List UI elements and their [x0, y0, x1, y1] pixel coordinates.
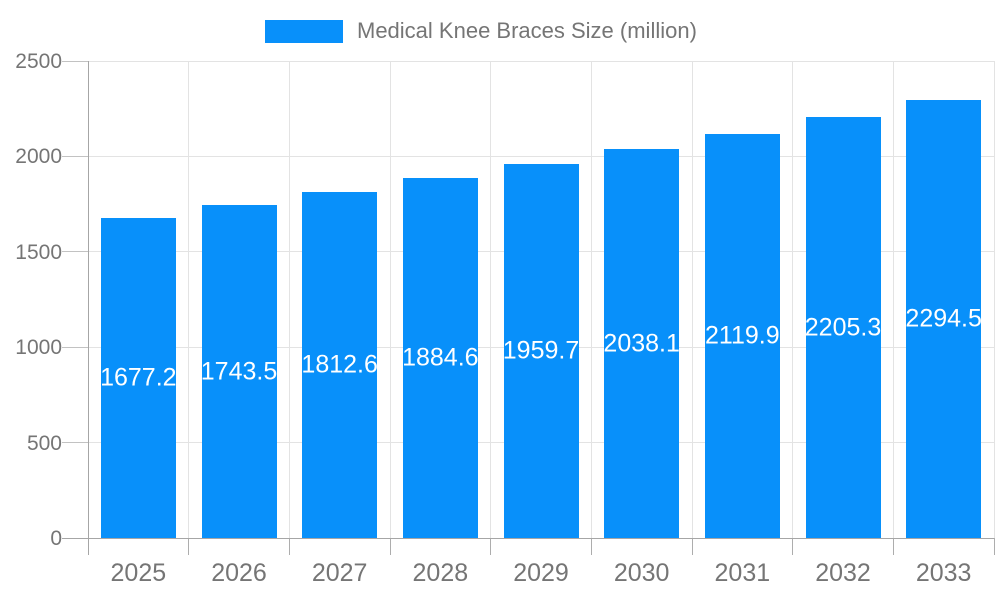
bar-value-label: 2205.3	[804, 313, 882, 342]
x-axis-tick-label: 2031	[714, 559, 771, 587]
v-gridline	[792, 61, 794, 538]
bar-value-label: 1884.6	[402, 343, 479, 372]
v-gridline	[993, 61, 995, 538]
y-axis-tick-label: 500	[26, 431, 62, 455]
legend[interactable]: Medical Knee Braces Size (million)	[265, 18, 697, 44]
legend-swatch-icon	[265, 19, 343, 43]
y-axis-tick-label: 2000	[15, 145, 62, 169]
v-gridline	[691, 61, 693, 538]
v-gridline	[490, 61, 492, 538]
y-axis-tick-label: 1500	[15, 240, 62, 264]
y-axis-line	[87, 61, 89, 555]
y-tick-mark	[62, 442, 88, 444]
bar	[503, 164, 579, 538]
x-axis-tick-mark	[389, 538, 391, 555]
x-axis-tick-label: 2026	[211, 559, 267, 587]
x-axis-tick-mark	[892, 538, 894, 555]
x-axis-tick-label: 2028	[412, 559, 469, 587]
x-axis-tick-mark	[490, 538, 492, 555]
v-gridline	[288, 61, 290, 538]
x-axis-tick-label: 2027	[311, 559, 368, 587]
x-axis-tick-label: 2033	[915, 559, 972, 587]
y-tick-mark	[62, 346, 88, 348]
bar	[805, 117, 881, 538]
legend-label: Medical Knee Braces Size (million)	[357, 18, 697, 43]
x-axis-tick-label: 2029	[513, 559, 569, 587]
y-axis-tick-label: 1000	[15, 336, 62, 360]
x-axis-tick-mark	[590, 538, 592, 555]
x-axis-tick-mark	[993, 538, 995, 555]
h-gridline	[88, 155, 994, 157]
bar-value-label: 1743.5	[200, 357, 278, 386]
y-axis-tick-label: 2500	[15, 50, 62, 73]
bar-value-label: 2119.9	[705, 321, 780, 350]
x-axis-line	[62, 537, 994, 539]
x-axis-tick-label: 2032	[815, 559, 871, 587]
h-gridline	[88, 60, 994, 62]
x-axis-tick-label: 2030	[613, 559, 670, 587]
y-tick-mark	[62, 60, 88, 62]
v-gridline	[188, 61, 190, 538]
y-tick-mark	[62, 251, 88, 253]
bar	[906, 100, 982, 538]
bar	[302, 192, 378, 538]
v-gridline	[892, 61, 894, 538]
v-gridline	[590, 61, 592, 538]
v-gridline	[389, 61, 391, 538]
bar	[704, 133, 780, 538]
bar-value-label: 2294.5	[905, 304, 982, 333]
bar	[100, 217, 176, 538]
bar-value-label: 2038.1	[603, 329, 680, 358]
x-axis-tick-label: 2025	[110, 559, 167, 587]
bar-value-label: 1812.6	[301, 350, 378, 379]
bar	[604, 149, 680, 538]
x-axis-tick-mark	[691, 538, 693, 555]
bar	[201, 205, 277, 538]
bar-value-label: 1959.7	[502, 336, 580, 365]
x-axis-tick-mark	[188, 538, 190, 555]
bar	[402, 178, 478, 538]
x-axis-tick-mark	[792, 538, 794, 555]
bar-value-label: 1677.2	[100, 363, 177, 392]
x-axis-tick-mark	[288, 538, 290, 555]
y-axis-tick-label: 0	[50, 527, 62, 550]
y-tick-mark	[62, 155, 88, 157]
